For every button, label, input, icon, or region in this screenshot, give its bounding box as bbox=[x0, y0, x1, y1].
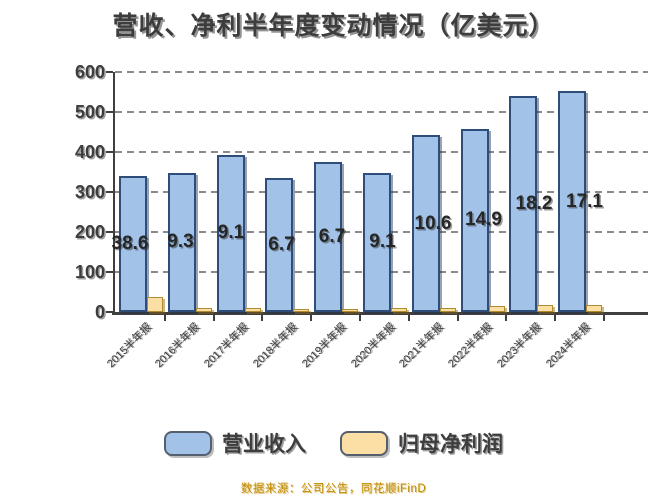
legend-label-net-profit: 归母净利润 bbox=[398, 433, 503, 456]
net-profit-data-label: 38.6 bbox=[111, 233, 149, 254]
y-tick-label: 400 bbox=[74, 142, 105, 162]
bar-revenue bbox=[411, 135, 440, 312]
bar-net-profit bbox=[439, 307, 456, 312]
x-tick-mark bbox=[359, 315, 361, 321]
x-tick-mark bbox=[310, 315, 313, 321]
bar-net-profit bbox=[195, 308, 212, 312]
y-tick-label: 300 bbox=[74, 182, 105, 202]
legend-swatch-revenue bbox=[164, 430, 212, 456]
legend-swatch-net-profit bbox=[340, 430, 388, 456]
y-tick-label: 600 bbox=[74, 62, 105, 82]
net-profit-data-label: 14.9 bbox=[465, 209, 502, 231]
x-tick-mark bbox=[603, 315, 605, 321]
bar-net-profit bbox=[488, 306, 505, 312]
bar-net-profit bbox=[586, 305, 603, 312]
x-tick-mark bbox=[407, 315, 410, 321]
bar-revenue bbox=[558, 91, 587, 312]
net-profit-data-label: 6.7 bbox=[268, 233, 295, 255]
source-caption: 数据来源：公司公告，同花顺iFinD bbox=[240, 483, 427, 495]
y-tick-mark bbox=[106, 151, 113, 153]
x-category-label-text: 2024半年报 bbox=[543, 321, 593, 371]
x-tick-mark bbox=[554, 315, 557, 321]
net-profit-data-label: 9.3 bbox=[167, 231, 194, 253]
x-tick-mark bbox=[505, 315, 508, 321]
net-profit-data-label: 10.6 bbox=[414, 212, 452, 234]
x-tick-mark bbox=[261, 315, 264, 321]
bar-revenue bbox=[167, 172, 196, 312]
y-tick-mark bbox=[106, 111, 113, 113]
bar-revenue bbox=[265, 177, 294, 312]
x-category-label: 2024半年报 bbox=[472, 319, 593, 370]
chart-title: 营收、净利半年度变动情况（亿美元） bbox=[112, 12, 555, 40]
bar-net-profit bbox=[147, 296, 163, 312]
bar-revenue bbox=[509, 96, 538, 312]
y-tick-mark bbox=[106, 271, 113, 273]
y-tick-label: 0 bbox=[94, 302, 105, 322]
bar-net-profit bbox=[537, 304, 554, 312]
net-profit-data-label: 17.1 bbox=[566, 190, 603, 212]
bar-revenue bbox=[460, 128, 489, 312]
y-gridline bbox=[115, 111, 648, 113]
y-gridline bbox=[115, 71, 648, 73]
bar-net-profit bbox=[293, 309, 310, 312]
net-profit-data-label: 9.1 bbox=[369, 231, 396, 253]
net-profit-data-label: 6.7 bbox=[318, 226, 346, 247]
bar-net-profit bbox=[391, 308, 407, 312]
chart-legend: 营业收入 归母净利润 bbox=[0, 428, 667, 458]
x-tick-mark bbox=[163, 315, 166, 321]
x-tick-mark bbox=[456, 315, 459, 321]
y-tick-label: 500 bbox=[74, 102, 105, 122]
bar-net-profit bbox=[244, 308, 261, 312]
y-tick-mark bbox=[106, 71, 113, 73]
legend-item-net-profit: 归母净利润 bbox=[340, 428, 503, 458]
y-tick-label: 200 bbox=[74, 222, 105, 242]
y-tick-mark bbox=[106, 191, 113, 193]
bar-revenue bbox=[363, 172, 391, 312]
net-profit-data-label: 9.1 bbox=[217, 222, 245, 244]
x-tick-mark bbox=[212, 315, 215, 321]
y-axis-line bbox=[113, 72, 115, 312]
y-tick-mark bbox=[106, 311, 113, 313]
bar-revenue bbox=[119, 176, 147, 312]
x-axis-line bbox=[112, 312, 648, 315]
legend-item-revenue: 营业收入 bbox=[164, 428, 306, 458]
y-tick-mark bbox=[106, 231, 113, 233]
legend-label-revenue: 营业收入 bbox=[222, 433, 306, 456]
bar-revenue bbox=[314, 162, 343, 312]
y-gridline bbox=[115, 151, 648, 153]
bar-net-profit bbox=[342, 309, 359, 312]
bar-revenue bbox=[216, 154, 245, 312]
net-profit-data-label: 18.2 bbox=[515, 193, 553, 215]
y-tick-label: 100 bbox=[74, 262, 105, 282]
